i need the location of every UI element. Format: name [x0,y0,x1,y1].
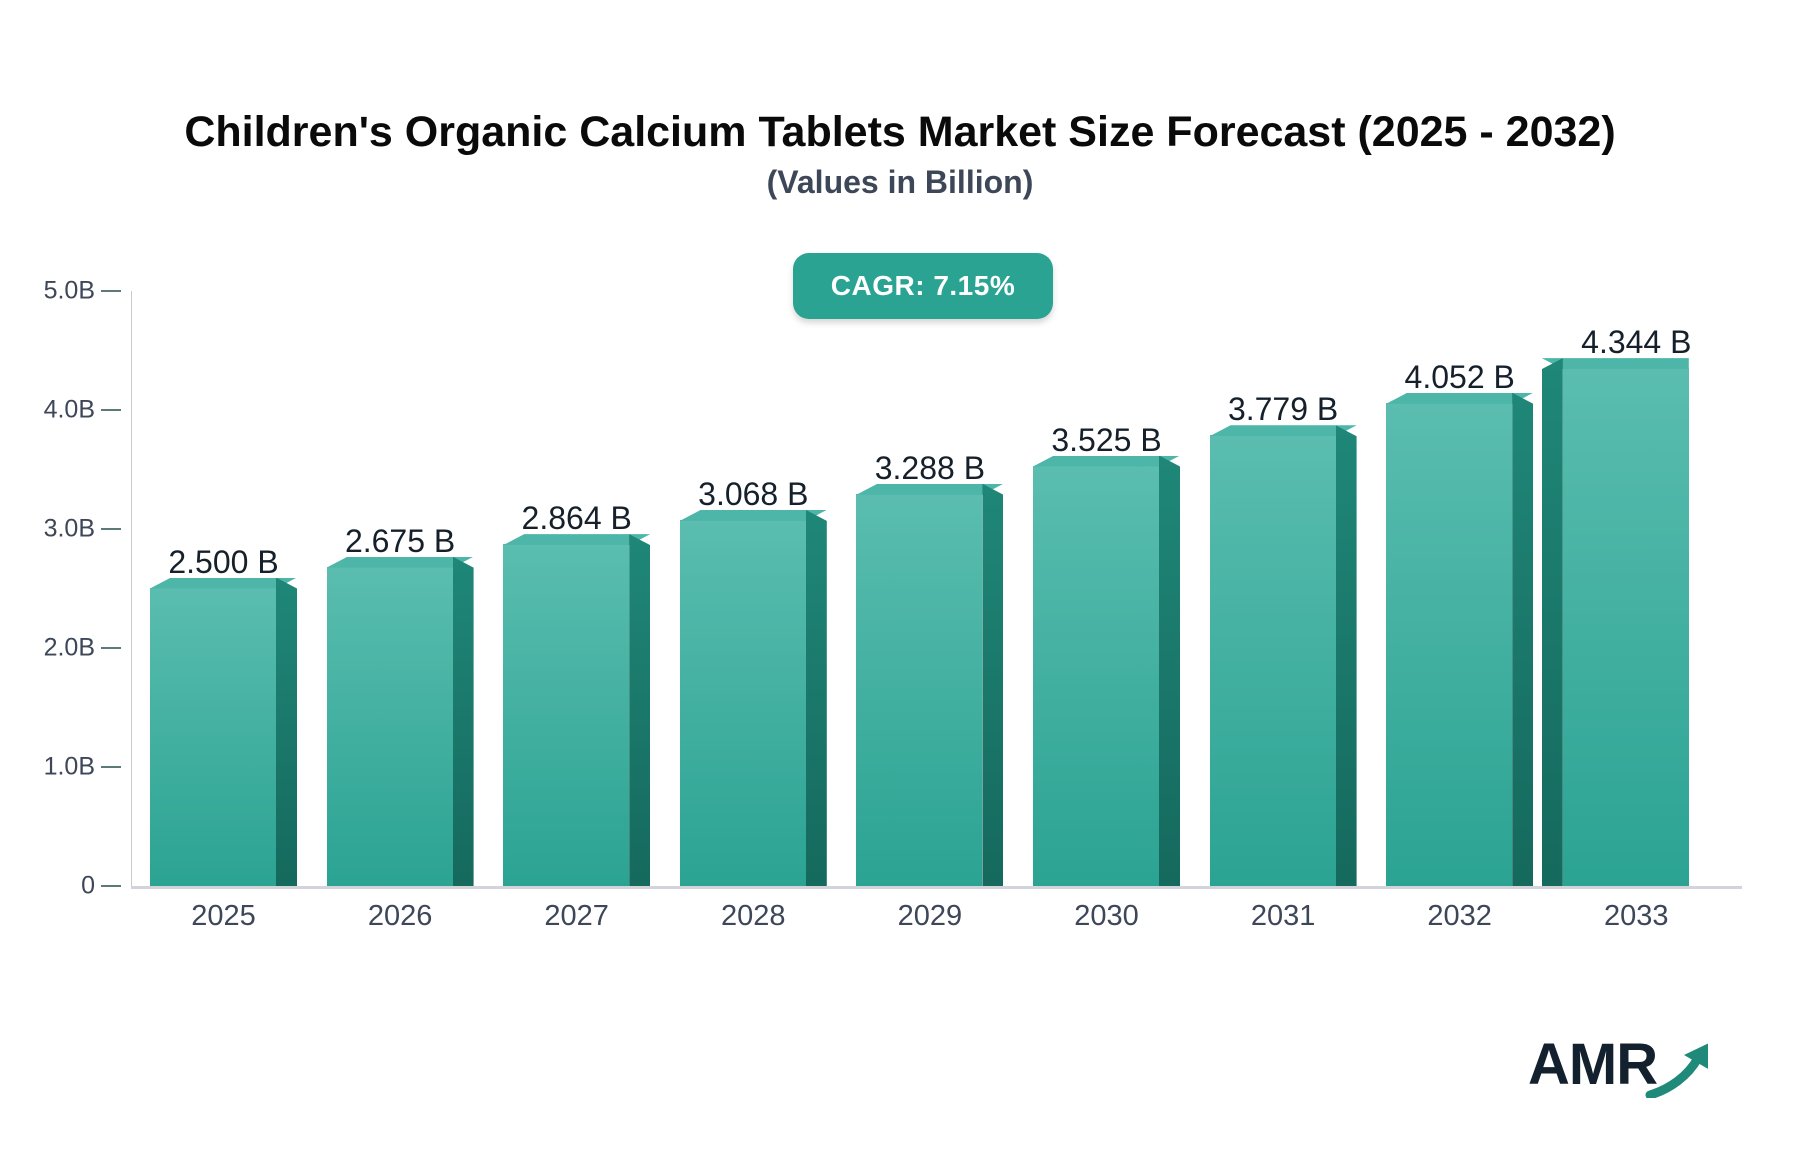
svg-text:AMR: AMR [1528,1032,1657,1097]
